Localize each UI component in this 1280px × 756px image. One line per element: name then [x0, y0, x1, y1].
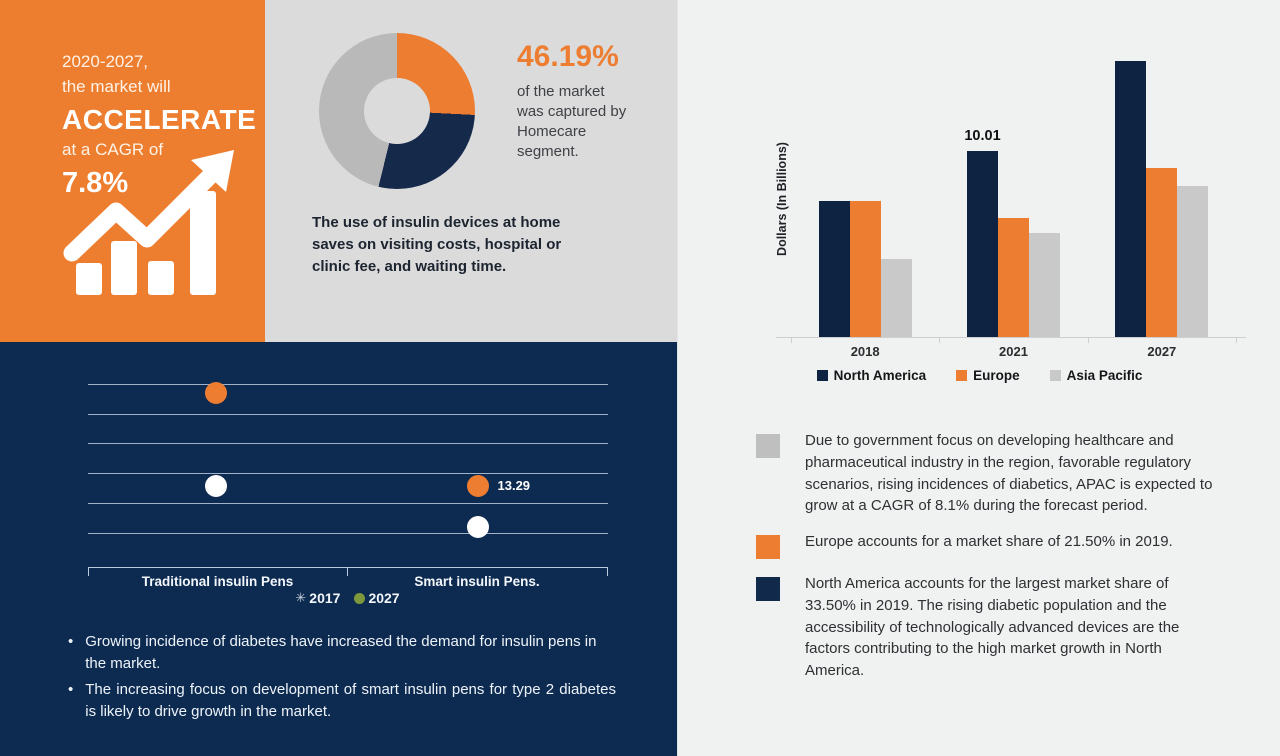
- axis-tick: [88, 567, 89, 576]
- data-point-2027: [204, 382, 227, 405]
- gridline: [88, 443, 608, 444]
- insight-text: Due to government focus on developing he…: [805, 432, 1213, 515]
- gridline: [88, 473, 608, 474]
- bullet-icon: •: [68, 633, 74, 650]
- data-point-2017: [466, 516, 489, 539]
- legend-swatch-icon: [956, 370, 968, 381]
- cagr-emphasis: ACCELERATE: [62, 103, 257, 135]
- circle-marker-icon: [354, 592, 366, 604]
- legend-label: Asia Pacific: [1066, 368, 1143, 383]
- gridline: [88, 503, 608, 504]
- data-point-2027: [466, 474, 489, 497]
- legend-swatch-icon: [816, 370, 828, 381]
- dot-plot-legend: ✳ 2017 2027: [0, 590, 695, 606]
- legend-label-2027: 2027: [368, 590, 400, 606]
- legend-label-2017: 2017: [309, 590, 341, 606]
- category-label-smart: Smart insulin Pens.: [414, 574, 540, 589]
- category-label-traditional: Traditional insulin Pens: [141, 574, 294, 589]
- asterisk-marker-icon: ✳: [295, 590, 307, 606]
- legend-label: North America: [833, 368, 927, 383]
- list-item: • The increasing focus on development of…: [68, 679, 616, 722]
- bar-north-america-2018: [818, 201, 850, 337]
- bullet-text: The increasing focus on development of s…: [85, 681, 616, 720]
- bar-north-america-2021: [967, 150, 998, 337]
- regional-bar-chart: Dollars (In Billions) North America Europ…: [678, 0, 1280, 383]
- bar-north-america-2027: [1115, 61, 1147, 337]
- insight-text: Europe accounts for a market share of 21…: [805, 533, 1173, 550]
- axis-tick: [1236, 337, 1237, 343]
- pens-dot-plot: Traditional insulin Pens Smart insulin P…: [0, 342, 677, 622]
- bullet-icon: •: [68, 681, 74, 698]
- gridline: [88, 414, 608, 415]
- homecare-share-value: 46.19%: [517, 40, 619, 73]
- insight-swatch-icon: [756, 535, 780, 559]
- donut-hole: [364, 78, 430, 144]
- insight-swatch-icon: [756, 434, 780, 458]
- bar-chart-legend: North America Europe Asia Pacific: [678, 368, 1280, 383]
- axis-tick: [939, 337, 940, 343]
- insight-swatch-icon: [756, 577, 780, 601]
- homecare-donut-chart: [319, 33, 475, 189]
- cagr-card: 2020-2027, the market will ACCELERATE at…: [0, 0, 265, 342]
- regional-section: Dollars (In Billions) North America Europ…: [677, 0, 1280, 756]
- list-item: • Growing incidence of diabetes have inc…: [68, 631, 616, 674]
- legend-item-2017: ✳ 2017: [295, 590, 340, 606]
- data-point-label: 13.29: [497, 477, 531, 493]
- bar-europe-2018: [849, 201, 881, 337]
- insight-text: North America accounts for the largest m…: [805, 575, 1180, 680]
- legend-label: Europe: [973, 368, 1020, 383]
- x-tick-label: 2027: [1147, 344, 1177, 359]
- homecare-card: 46.19% of the market was captured by Hom…: [265, 0, 677, 342]
- data-point-2017: [204, 474, 227, 497]
- cagr-text-block: 2020-2027, the market will ACCELERATE at…: [62, 52, 256, 201]
- bar-asia-pacific-2027: [1177, 186, 1209, 337]
- bar-europe-2021: [998, 217, 1029, 337]
- axis-tick: [607, 567, 608, 576]
- bar-europe-2027: [1146, 167, 1178, 337]
- bar-asia-pacific-2018: [880, 258, 912, 337]
- cagr-value: 7.8%: [62, 166, 129, 199]
- x-axis-line: [88, 567, 608, 568]
- legend-item-europe: Europe: [956, 368, 1020, 383]
- pens-section: Traditional insulin Pens Smart insulin P…: [0, 342, 677, 756]
- y-axis-label: Dollars (In Billions): [775, 142, 789, 256]
- cagr-period: 2020-2027,: [62, 52, 149, 71]
- bullet-text: Growing incidence of diabetes have incre…: [85, 633, 597, 672]
- gridline: [88, 384, 608, 385]
- homecare-share-caption: of the market was captured by Homecare s…: [517, 83, 627, 160]
- x-tick-label: 2018: [850, 344, 880, 359]
- growth-arrow-icon: [63, 150, 234, 295]
- x-axis-line: [776, 337, 1246, 338]
- gridline: [88, 533, 608, 534]
- axis-tick: [791, 337, 792, 343]
- x-tick-label: 2021: [999, 344, 1028, 359]
- bar-value-label: 10.01: [964, 127, 1001, 144]
- legend-item-2027: 2027: [354, 590, 400, 606]
- legend-item-north-america: North America: [816, 368, 927, 383]
- axis-tick: [1088, 337, 1089, 343]
- legend-item-asia-pacific: Asia Pacific: [1049, 368, 1143, 383]
- cagr-line2: the market will: [62, 77, 171, 97]
- homecare-note: The use of insulin devices at home saves…: [312, 214, 562, 275]
- legend-swatch-icon: [1049, 370, 1061, 381]
- homecare-callout: 46.19% of the market was captured by Hom…: [517, 40, 635, 162]
- bar-asia-pacific-2021: [1029, 232, 1060, 337]
- axis-tick: [347, 567, 348, 576]
- pens-bullet-list: • Growing incidence of diabetes have inc…: [68, 631, 616, 727]
- cagr-line4: at a CAGR of: [62, 140, 164, 160]
